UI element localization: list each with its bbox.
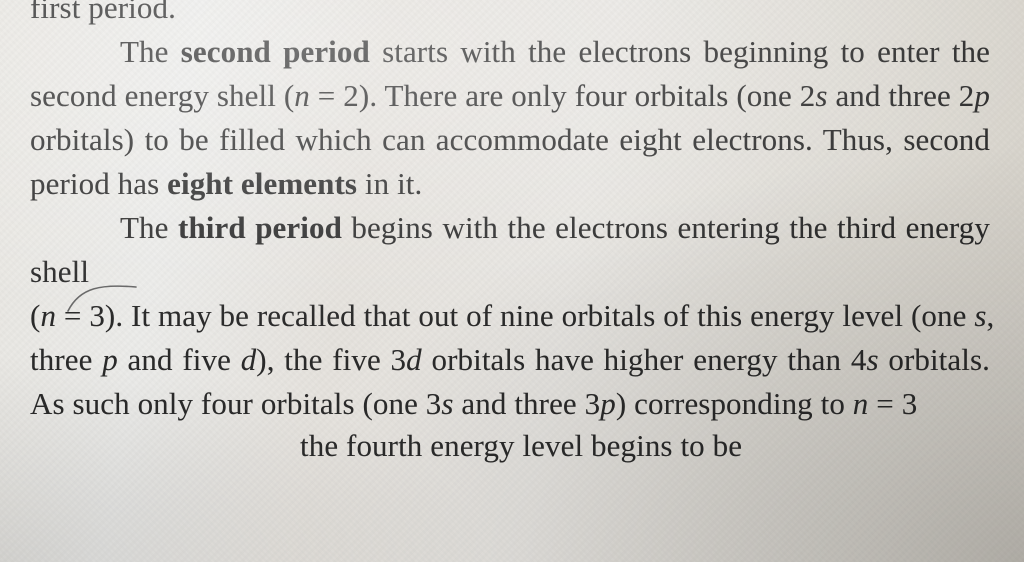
orbital-s: s [974, 298, 986, 333]
text: the fourth energy level begins to be [300, 428, 742, 463]
text: and three 3 [454, 386, 601, 421]
orbital-s: s [866, 342, 878, 377]
var-n: n [853, 386, 869, 421]
para-cut-bottom: the fourth energy level begins to be [30, 424, 990, 468]
page: first period. The second period starts w… [0, 0, 1024, 562]
text: ), the five 3 [256, 342, 406, 377]
orbital-d: d [241, 342, 257, 377]
text: = 3 [868, 386, 917, 421]
orbital-s: s [441, 386, 453, 421]
orbital-d: d [406, 342, 422, 377]
orbital-p: p [102, 342, 118, 377]
para-third-period: The third period begins with the electro… [30, 206, 990, 426]
term-second-period: second period [181, 34, 370, 69]
text: ) corresponding to [616, 386, 853, 421]
text: orbitals have higher energy than 4 [422, 342, 867, 377]
orbital-s: s [815, 78, 827, 113]
text: and three 2 [828, 78, 975, 113]
orbital-p: p [600, 386, 616, 421]
var-n: n [40, 298, 56, 333]
orbital-p: p [974, 78, 990, 113]
text: in it. [357, 166, 422, 201]
text: and five [118, 342, 241, 377]
text: = 3). It may be recalled that out of nin… [56, 298, 974, 333]
text: The [120, 34, 181, 69]
var-n: n [294, 78, 310, 113]
term-third-period: third period [178, 210, 342, 245]
text: The [120, 210, 178, 245]
para-second-period: The second period starts with the electr… [30, 30, 990, 206]
text: = 2). There are only four orbitals (one … [310, 78, 815, 113]
text: first period. [30, 0, 176, 25]
term-eight-elements: eight elements [167, 166, 357, 201]
para-first-period-tail: first period. [30, 0, 990, 30]
